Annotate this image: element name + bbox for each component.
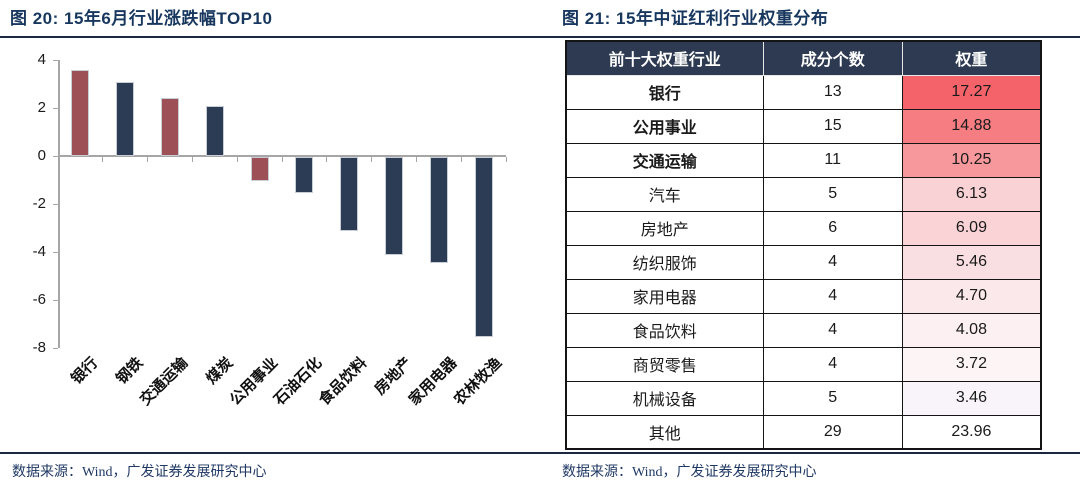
industry-weights-table: 前十大权重行业 成分个数 权重 银行 13 17.27 公用事业 15 14.88 交通运输 11… [565,40,1042,450]
y-axis-tick-label: -6 [32,291,46,308]
table-row: 交通运输 11 10.25 [565,142,1042,178]
x-axis-tick [460,157,462,162]
figure-20-title: 图 20: 15年6月行业涨跌幅TOP10 [10,8,273,28]
y-axis-tick-label: -8 [32,339,46,356]
count-cell: 15 [762,108,903,144]
weight-cell: 6.09 [901,210,1042,246]
y-axis-tick [53,347,58,349]
data-source-right: 数据来源：Wind，广发证券发展研究中心 [562,465,817,480]
figure-21-header: 图 21: 15年中证红利行业权重分布 [540,0,1080,38]
count-cell: 11 [762,142,903,178]
industry-cell: 商贸零售 [565,346,764,382]
y-axis-line [58,60,60,348]
chart-bar [205,105,224,156]
weight-cell: 14.88 [901,108,1042,144]
y-axis-tick [53,155,58,157]
chart-bar [295,157,314,193]
industry-cell: 汽车 [565,176,764,212]
industry-cell: 机械设备 [565,380,764,416]
data-source-left: 数据来源：Wind，广发证券发展研究中心 [12,465,267,480]
weight-cell: 10.25 [901,142,1042,178]
count-cell: 5 [762,380,903,416]
y-axis-tick [53,107,58,109]
count-cell: 4 [762,278,903,314]
table-row: 银行 13 17.27 [565,74,1042,110]
table-header-cell: 成分个数 [762,40,903,76]
chart-bar [161,98,179,156]
table-row: 公用事业 15 14.88 [565,108,1042,144]
x-axis-tick [191,157,193,162]
x-axis-tick [415,157,417,162]
chart-bar [429,157,448,263]
y-axis-tick [53,59,58,61]
figure-21: 图 21: 15年中证红利行业权重分布 前十大权重行业 成分个数 权重 银行 13 17… [540,0,1080,486]
count-cell: 29 [762,414,903,450]
table-row: 其他 29 23.96 [565,414,1042,450]
chart-bar [116,81,135,156]
chart-bar [250,157,269,181]
x-axis-tick [236,157,238,162]
weights-table-wrap: 前十大权重行业 成分个数 权重 银行 13 17.27 公用事业 15 14.88 交通运输 11… [565,40,1042,450]
chart-bar [340,157,359,232]
y-axis-tick-label: -2 [32,195,46,212]
count-cell: 4 [762,346,903,382]
x-axis-tick [102,157,104,162]
industry-cell: 家用电器 [565,278,764,314]
weight-cell: 3.46 [901,380,1042,416]
table-row: 纺织服饰 4 5.46 [565,244,1042,280]
figure-20-footer: 数据来源：Wind，广发证券发展研究中心 [0,452,540,486]
table-row: 房地产 6 6.09 [565,210,1042,246]
weight-cell: 5.46 [901,244,1042,280]
table-row: 汽车 5 6.13 [565,176,1042,212]
weight-cell: 6.13 [901,176,1042,212]
weight-cell: 17.27 [901,74,1042,110]
industry-cell: 纺织服饰 [565,244,764,280]
count-cell: 4 [762,244,903,280]
y-axis-tick [53,299,58,301]
weight-cell: 23.96 [901,414,1042,450]
x-axis-tick [147,157,149,162]
y-axis-tick [53,203,58,205]
table-row: 家用电器 4 4.70 [565,278,1042,314]
figure-20: 图 20: 15年6月行业涨跌幅TOP10 4 2 0 -2 -4 -6 -8 银行 钢铁 交通运… [0,0,540,486]
industry-cell: 食品饮料 [565,312,764,348]
count-cell: 4 [762,312,903,348]
table-header-row: 前十大权重行业 成分个数 权重 [565,40,1042,76]
x-axis-tick [505,157,507,162]
industry-cell: 交通运输 [565,142,764,178]
table-row: 机械设备 5 3.46 [565,380,1042,416]
table-row: 商贸零售 4 3.72 [565,346,1042,382]
y-axis-tick [53,251,58,253]
industry-cell: 其他 [565,414,764,450]
y-axis-tick-label: 2 [37,99,46,116]
weight-cell: 4.08 [901,312,1042,348]
count-cell: 5 [762,176,903,212]
figure-21-footer: 数据来源：Wind，广发证券发展研究中心 [540,452,1080,486]
y-axis-tick-label: 0 [37,147,46,164]
x-axis-tick [326,157,328,162]
chart-bar [474,157,493,337]
industry-cell: 房地产 [565,210,764,246]
count-cell: 13 [762,74,903,110]
figure-20-header: 图 20: 15年6月行业涨跌幅TOP10 [0,0,540,38]
table-header-cell: 前十大权重行业 [565,40,764,76]
y-axis-tick-label: -4 [32,243,46,260]
weight-cell: 3.72 [901,346,1042,382]
industry-cell: 公用事业 [565,108,764,144]
chart-bar [71,69,90,156]
y-axis-tick-label: 4 [37,51,46,68]
industry-cell: 银行 [565,74,764,110]
count-cell: 6 [762,210,903,246]
table-row: 食品饮料 4 4.08 [565,312,1042,348]
figure-21-title: 图 21: 15年中证红利行业权重分布 [562,8,829,28]
x-axis-tick [371,157,373,162]
table-header-cell: 权重 [901,40,1042,76]
chart-bar [385,157,403,256]
x-axis-tick [281,157,283,162]
industry-change-bar-chart: 4 2 0 -2 -4 -6 -8 银行 钢铁 交通运输 煤炭 公用事业 石油石化 食品饮料 房地产 家用电器… [0,38,540,452]
zero-line [58,155,506,157]
weight-cell: 4.70 [901,278,1042,314]
